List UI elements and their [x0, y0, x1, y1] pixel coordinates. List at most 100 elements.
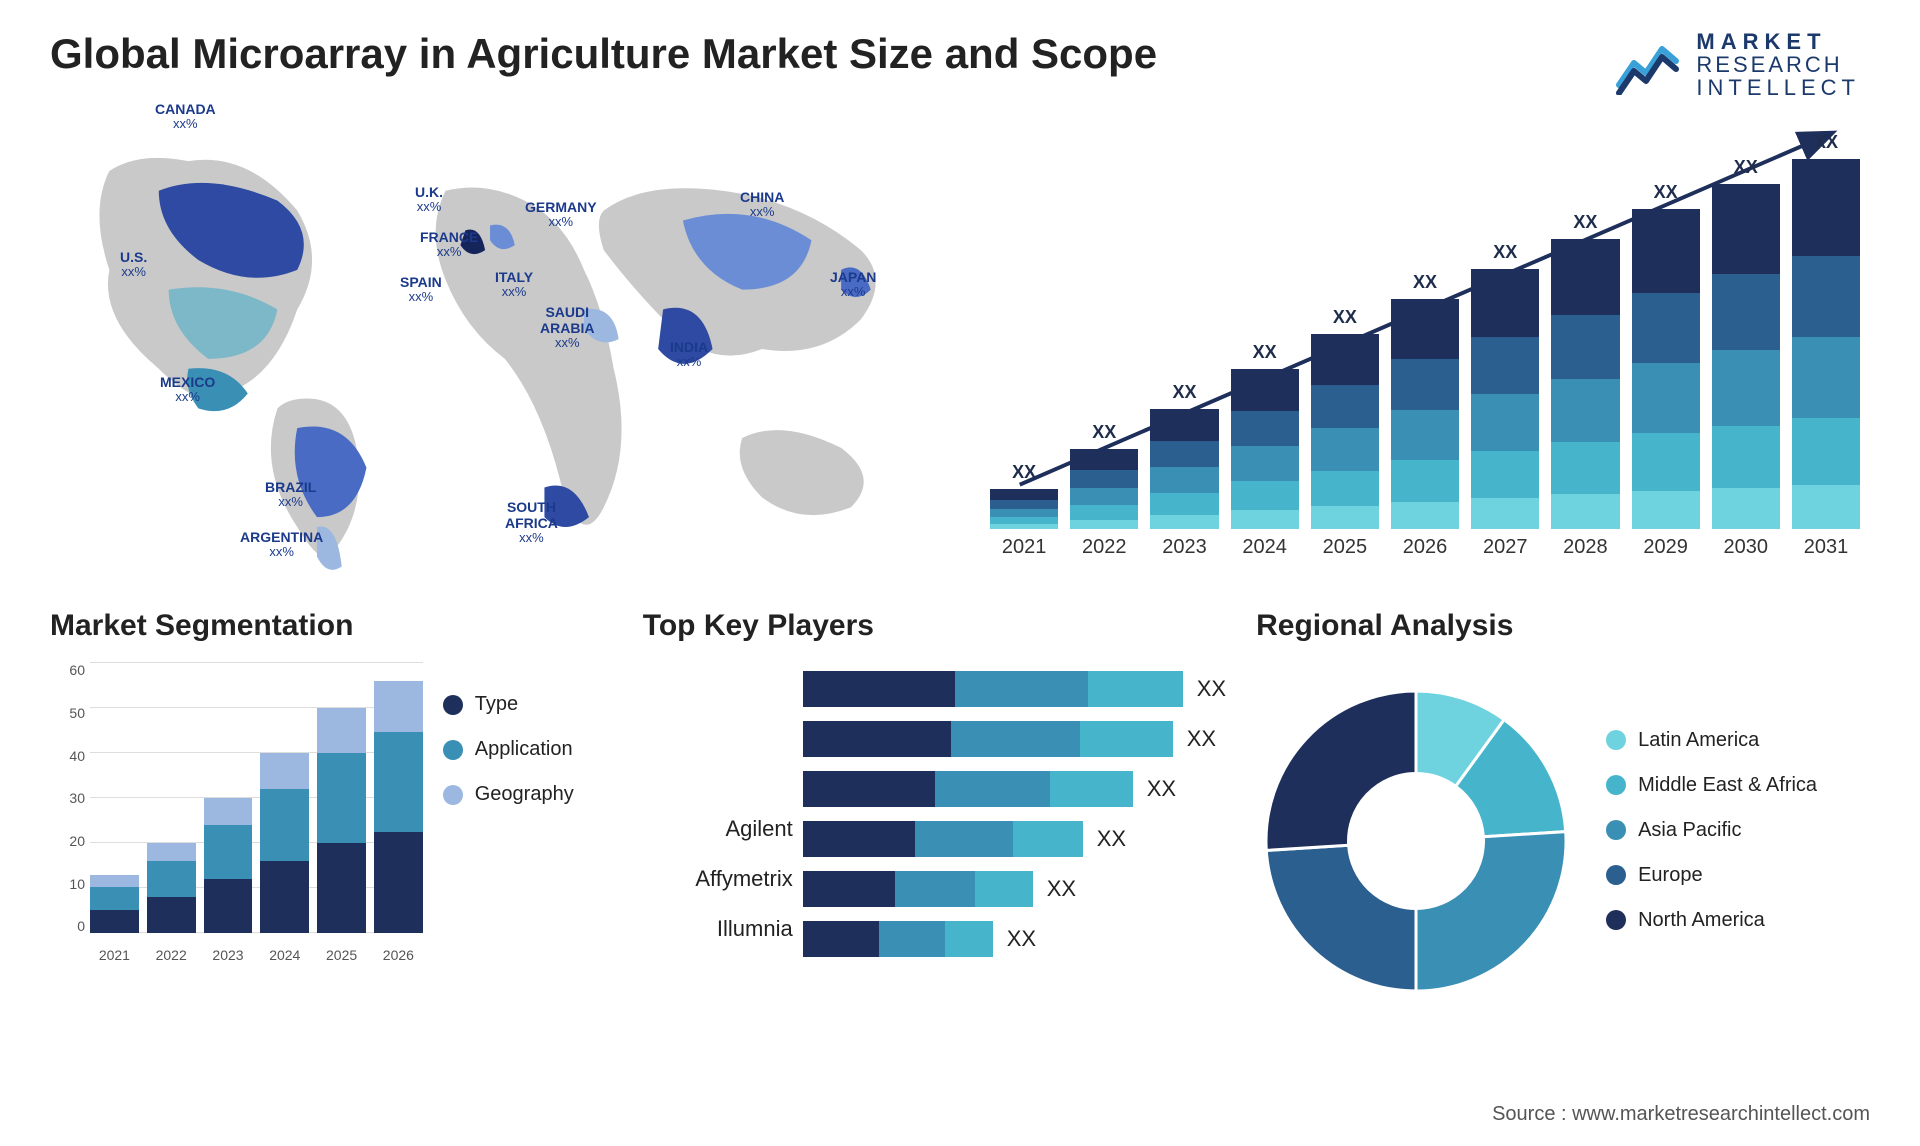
- player-bar-value: XX: [1187, 726, 1216, 752]
- growth-bar: XX: [1311, 307, 1379, 529]
- growth-bar: XX: [1471, 242, 1539, 529]
- player-name-label: Illumnia: [717, 911, 793, 947]
- regional-analysis-title: Regional Analysis: [1256, 609, 1870, 643]
- legend-label: Geography: [475, 783, 574, 806]
- player-bar-row: XX: [803, 921, 1226, 957]
- segmentation-legend: Type Application Geography: [443, 663, 613, 963]
- seg-year-label: 2021: [90, 947, 139, 963]
- key-players-labels: AgilentAffymetrixIllumnia: [643, 663, 793, 957]
- key-players-title: Top Key Players: [643, 609, 1226, 643]
- legend-item: Latin America: [1606, 729, 1870, 752]
- legend-label: Europe: [1638, 864, 1703, 887]
- donut-segment: [1416, 832, 1566, 991]
- legend-swatch-icon: [1606, 865, 1626, 885]
- legend-item: Europe: [1606, 864, 1870, 887]
- growth-bar: XX: [1391, 272, 1459, 529]
- map-country-label: U.S.xx%: [120, 249, 147, 280]
- growth-bar-value: XX: [1413, 272, 1437, 293]
- player-bar-value: XX: [1097, 826, 1126, 852]
- player-bar-row: XX: [803, 771, 1226, 807]
- growth-bar: XX: [1070, 422, 1138, 529]
- growth-bar: XX: [1150, 382, 1218, 529]
- growth-bar-value: XX: [1172, 382, 1196, 403]
- page-title: Global Microarray in Agriculture Market …: [50, 30, 1157, 78]
- segmentation-bar: [204, 798, 253, 933]
- map-country-label: MEXICOxx%: [160, 374, 215, 405]
- legend-label: Asia Pacific: [1638, 819, 1741, 842]
- growth-bar-value: XX: [1092, 422, 1116, 443]
- legend-swatch-icon: [443, 695, 463, 715]
- growth-year-label: 2029: [1632, 536, 1700, 559]
- growth-year-label: 2025: [1311, 536, 1379, 559]
- legend-item: Type: [443, 693, 613, 716]
- growth-year-label: 2021: [990, 536, 1058, 559]
- growth-bar-value: XX: [1814, 132, 1838, 153]
- growth-bar: XX: [1632, 182, 1700, 529]
- seg-year-label: 2023: [204, 947, 253, 963]
- legend-label: Middle East & Africa: [1638, 774, 1817, 797]
- seg-year-label: 2026: [374, 947, 423, 963]
- map-country-label: JAPANxx%: [830, 269, 876, 300]
- logo-mark-icon: [1614, 35, 1684, 95]
- map-country-label: FRANCExx%: [420, 229, 478, 260]
- growth-year-label: 2028: [1551, 536, 1619, 559]
- player-bar-row: XX: [803, 821, 1226, 857]
- legend-label: Latin America: [1638, 729, 1759, 752]
- logo-text-1: MARKET: [1696, 30, 1860, 53]
- segmentation-panel: Market Segmentation 6050403020100 202120…: [50, 609, 613, 1019]
- legend-swatch-icon: [443, 785, 463, 805]
- segmentation-bar: [147, 843, 196, 933]
- growth-bar: XX: [1551, 212, 1619, 529]
- legend-item: North America: [1606, 909, 1870, 932]
- map-country-label: ARGENTINAxx%: [240, 529, 323, 560]
- growth-year-label: 2022: [1070, 536, 1138, 559]
- seg-ytick: 50: [50, 706, 85, 720]
- donut-segment: [1266, 691, 1416, 850]
- map-country-label: BRAZILxx%: [265, 479, 316, 510]
- growth-bar: XX: [990, 462, 1058, 529]
- seg-year-label: 2022: [147, 947, 196, 963]
- growth-year-label: 2026: [1391, 536, 1459, 559]
- donut-segment: [1266, 846, 1416, 992]
- map-country-label: INDIAxx%: [670, 339, 708, 370]
- legend-label: Application: [475, 738, 573, 761]
- seg-ytick: 0: [50, 919, 85, 933]
- growth-bar-value: XX: [1573, 212, 1597, 233]
- map-country-label: GERMANYxx%: [525, 199, 597, 230]
- growth-bar-value: XX: [1253, 342, 1277, 363]
- growth-bar: XX: [1712, 157, 1780, 529]
- growth-year-label: 2031: [1792, 536, 1860, 559]
- growth-bar-value: XX: [1012, 462, 1036, 483]
- brand-logo: MARKET RESEARCH INTELLECT: [1614, 30, 1860, 99]
- seg-year-label: 2024: [260, 947, 309, 963]
- legend-swatch-icon: [1606, 775, 1626, 795]
- seg-ytick: 30: [50, 791, 85, 805]
- regional-donut-chart: [1256, 681, 1576, 1001]
- seg-ytick: 40: [50, 749, 85, 763]
- seg-year-label: 2025: [317, 947, 366, 963]
- player-bar-row: XX: [803, 721, 1226, 757]
- regional-legend: Latin America Middle East & Africa Asia Pa…: [1606, 729, 1870, 954]
- growth-year-label: 2027: [1471, 536, 1539, 559]
- growth-year-label: 2023: [1150, 536, 1218, 559]
- growth-bar: XX: [1792, 132, 1860, 529]
- seg-ytick: 20: [50, 834, 85, 848]
- legend-swatch-icon: [1606, 910, 1626, 930]
- source-attribution: Source : www.marketresearchintellect.com: [1492, 1103, 1870, 1126]
- growth-bar-value: XX: [1654, 182, 1678, 203]
- segmentation-bar: [260, 753, 309, 933]
- player-bar-value: XX: [1147, 776, 1176, 802]
- growth-bar-value: XX: [1734, 157, 1758, 178]
- logo-text-3: INTELLECT: [1696, 76, 1860, 99]
- map-country-label: SAUDIARABIAxx%: [540, 304, 594, 351]
- regional-analysis-panel: Regional Analysis Latin America Middle Ea…: [1256, 609, 1870, 1019]
- player-name-label: Affymetrix: [695, 861, 792, 897]
- legend-swatch-icon: [443, 740, 463, 760]
- segmentation-chart: 6050403020100 202120222023202420252026: [50, 663, 423, 963]
- legend-item: Application: [443, 738, 613, 761]
- seg-ytick: 60: [50, 663, 85, 677]
- legend-label: Type: [475, 693, 518, 716]
- world-map-panel: CANADAxx%U.S.xx%MEXICOxx%BRAZILxx%ARGENT…: [50, 109, 940, 589]
- growth-year-label: 2024: [1231, 536, 1299, 559]
- legend-swatch-icon: [1606, 820, 1626, 840]
